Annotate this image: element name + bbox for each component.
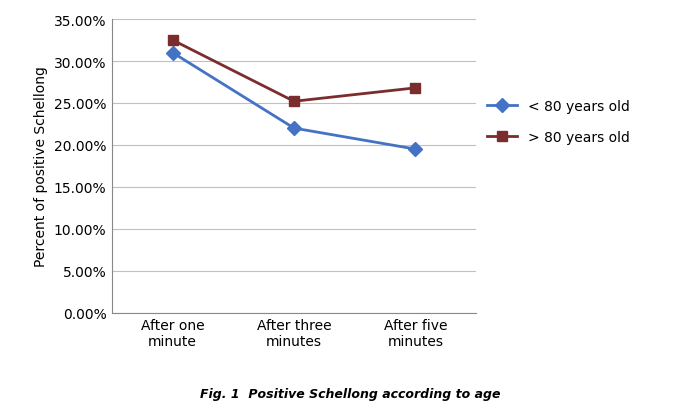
< 80 years old bbox=[169, 51, 177, 56]
Line: < 80 years old: < 80 years old bbox=[168, 49, 420, 154]
< 80 years old bbox=[411, 147, 419, 152]
Legend: < 80 years old, > 80 years old: < 80 years old, > 80 years old bbox=[486, 100, 630, 145]
Text: Fig. 1  Positive Schellong according to age: Fig. 1 Positive Schellong according to a… bbox=[199, 387, 500, 400]
> 80 years old bbox=[290, 99, 298, 104]
< 80 years old bbox=[290, 126, 298, 131]
Line: > 80 years old: > 80 years old bbox=[168, 36, 420, 107]
> 80 years old bbox=[169, 38, 177, 43]
Y-axis label: Percent of positive Schellong: Percent of positive Schellong bbox=[34, 66, 48, 267]
> 80 years old bbox=[411, 86, 419, 91]
